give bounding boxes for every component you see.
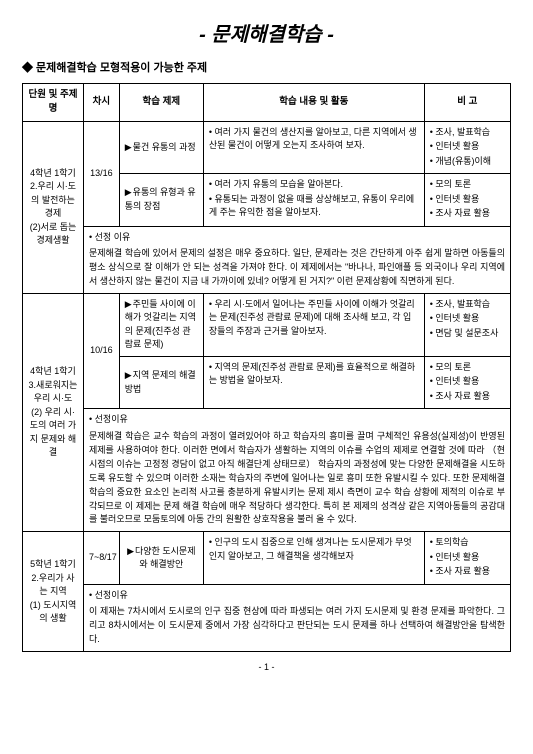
table-row: • 선정 이유 문제해결 학습에 있어서 문제의 설정은 매우 중요하다. 일단… bbox=[23, 226, 511, 293]
period-cell: 7~8/17 bbox=[84, 532, 120, 585]
table-header-row: 단원 및 주제명 차시 학습 제제 학습 내용 및 활동 비 고 bbox=[23, 84, 511, 122]
note-cell: 조사, 발표학습 인터넷 활용 면담 및 설문조사 bbox=[424, 293, 510, 356]
table-row: 4학년 1학기 2.우리 시·도의 발전하는 경제 (2)서로 돕는 경제생활 … bbox=[23, 121, 511, 174]
note-item: 인터넷 활용 bbox=[430, 312, 505, 326]
reason-label: • 선정 이유 bbox=[89, 231, 505, 245]
content-item: 여러 가지 유통의 모습을 알아본다. bbox=[209, 178, 419, 192]
note-item: 인터넷 활용 bbox=[430, 140, 505, 154]
note-cell: 모의 토론 인터넷 활용 조사 자료 활용 bbox=[424, 174, 510, 227]
unit-text: 5학년 1학기 2.우리가 사는 지역 (1) 도시지역의 생활 bbox=[30, 559, 77, 623]
content-item: 유통되는 과정이 없을 때를 상상해보고, 유통이 우리에게 주는 유익한 점을… bbox=[209, 193, 419, 220]
content-item: 여러 가지 물건의 생산지를 알아보고, 다른 지역에서 생산된 물건이 어떻게… bbox=[209, 126, 419, 153]
unit-text: 4학년 1학기 2.우리 시·도의 발전하는 경제 (2)서로 돕는 경제생활 bbox=[30, 168, 77, 246]
content-cell: 여러 가지 물건의 생산지를 알아보고, 다른 지역에서 생산된 물건이 어떻게… bbox=[203, 121, 424, 174]
period-cell: 10/16 bbox=[84, 293, 120, 409]
topic-cell: 주민들 사이에 이해가 엇갈리는 지역의 문제(진주성 관람료 문제) bbox=[119, 293, 203, 356]
note-item: 조사 자료 활용 bbox=[430, 565, 505, 579]
header-note: 비 고 bbox=[424, 84, 510, 122]
header-period: 차시 bbox=[84, 84, 120, 122]
note-cell: 모의 토론 인터넷 활용 조사 자료 활용 bbox=[424, 356, 510, 409]
reason-cell: • 선정이유 이 제재는 7차시에서 도시로의 인구 집중 현상에 따라 파생되… bbox=[84, 584, 511, 651]
content-cell: 인구의 도시 집중으로 인해 생겨나는 도시문제가 무엇인지 알아보고, 그 해… bbox=[203, 532, 424, 585]
header-content: 학습 내용 및 활동 bbox=[203, 84, 424, 122]
topic-cell: 지역 문제의 해결 방법 bbox=[119, 356, 203, 409]
topic-cell: 다양한 도시문제와 해결방안 bbox=[119, 532, 203, 585]
table-row: • 선정이유 이 제재는 7차시에서 도시로의 인구 집중 현상에 따라 파생되… bbox=[23, 584, 511, 651]
topic-text: 물건 유통의 과정 bbox=[133, 142, 196, 152]
reason-label: • 선정이유 bbox=[89, 589, 505, 603]
reason-cell: • 선정이유 문제해결 학습은 교수 학습의 과정이 열려있어야 하고 학습자의… bbox=[84, 409, 511, 532]
note-item: 인터넷 활용 bbox=[430, 375, 505, 389]
arrow-icon bbox=[125, 299, 133, 309]
unit-cell: 4학년 1학기 2.우리 시·도의 발전하는 경제 (2)서로 돕는 경제생활 bbox=[23, 121, 84, 293]
page-number: - 1 - bbox=[22, 662, 511, 672]
table-row: 4학년 1학기 3.새로워지는 우리 시·도 (2) 우리 시·도의 여러 가지… bbox=[23, 293, 511, 356]
unit-text: 4학년 1학기 3.새로워지는 우리 시·도 (2) 우리 시·도의 여러 가지… bbox=[29, 366, 78, 457]
arrow-icon bbox=[125, 187, 133, 197]
arrow-icon bbox=[125, 370, 133, 380]
header-unit: 단원 및 주제명 bbox=[23, 84, 84, 122]
content-cell: 지역의 문제(진주성 관람료 문제)를 효율적으로 해결하는 방법을 알아보자. bbox=[203, 356, 424, 409]
note-item: 인터넷 활용 bbox=[430, 551, 505, 565]
note-cell: 조사, 발표학습 인터넷 활용 개념(유통)이해 bbox=[424, 121, 510, 174]
main-table: 단원 및 주제명 차시 학습 제제 학습 내용 및 활동 비 고 4학년 1학기… bbox=[22, 83, 511, 652]
topic-text: 유통의 유형과 유통의 장점 bbox=[125, 187, 196, 211]
note-item: 조사, 발표학습 bbox=[430, 298, 505, 312]
note-item: 면담 및 설문조사 bbox=[430, 327, 505, 341]
note-item: 조사 자료 활용 bbox=[430, 390, 505, 404]
topic-text: 주민들 사이에 이해가 엇갈리는 지역의 문제(진주성 관람료 문제) bbox=[125, 299, 196, 350]
reason-label: • 선정이유 bbox=[89, 413, 505, 427]
arrow-icon bbox=[125, 142, 133, 152]
table-row: 5학년 1학기 2.우리가 사는 지역 (1) 도시지역의 생활 7~8/17 … bbox=[23, 532, 511, 585]
note-item: 조사 자료 활용 bbox=[430, 207, 505, 221]
content-item: 인구의 도시 집중으로 인해 생겨나는 도시문제가 무엇인지 알아보고, 그 해… bbox=[209, 536, 419, 563]
unit-cell: 5학년 1학기 2.우리가 사는 지역 (1) 도시지역의 생활 bbox=[23, 532, 84, 652]
note-cell: 토의학습 인터넷 활용 조사 자료 활용 bbox=[424, 532, 510, 585]
topic-text: 다양한 도시문제와 해결방안 bbox=[135, 546, 195, 570]
note-item: 모의 토론 bbox=[430, 361, 505, 375]
period-text: 7~8/17 bbox=[89, 552, 117, 562]
content-cell: 여러 가지 유통의 모습을 알아본다. 유통되는 과정이 없을 때를 상상해보고… bbox=[203, 174, 424, 227]
page-subtitle: ◆ 문제해결학습 모형적용이 가능한 주제 bbox=[22, 59, 511, 75]
topic-cell: 물건 유통의 과정 bbox=[119, 121, 203, 174]
arrow-icon bbox=[127, 546, 135, 556]
note-item: 인터넷 활용 bbox=[430, 193, 505, 207]
reason-body: 이 제재는 7차시에서 도시로의 인구 집중 현상에 따라 파생되는 여러 가지… bbox=[89, 605, 505, 647]
unit-cell: 4학년 1학기 3.새로워지는 우리 시·도 (2) 우리 시·도의 여러 가지… bbox=[23, 293, 84, 532]
content-item: 지역의 문제(진주성 관람료 문제)를 효율적으로 해결하는 방법을 알아보자. bbox=[209, 361, 419, 388]
reason-cell: • 선정 이유 문제해결 학습에 있어서 문제의 설정은 매우 중요하다. 일단… bbox=[84, 226, 511, 293]
content-item: 우리 시·도에서 일어나는 주민들 사이에 이해가 엇갈리는 문제(진주성 관람… bbox=[209, 298, 419, 339]
reason-body: 문제해결 학습에 있어서 문제의 설정은 매우 중요하다. 일단, 문제라는 것… bbox=[89, 247, 505, 289]
period-cell: 13/16 bbox=[84, 121, 120, 226]
note-item: 개념(유통)이해 bbox=[430, 155, 505, 169]
header-topic: 학습 제제 bbox=[119, 84, 203, 122]
topic-text: 지역 문제의 해결 방법 bbox=[125, 370, 196, 394]
note-item: 모의 토론 bbox=[430, 178, 505, 192]
table-row: • 선정이유 문제해결 학습은 교수 학습의 과정이 열려있어야 하고 학습자의… bbox=[23, 409, 511, 532]
topic-cell: 유통의 유형과 유통의 장점 bbox=[119, 174, 203, 227]
reason-body: 문제해결 학습은 교수 학습의 과정이 열려있어야 하고 학습자의 흥미를 끌며… bbox=[89, 430, 505, 528]
content-cell: 우리 시·도에서 일어나는 주민들 사이에 이해가 엇갈리는 문제(진주성 관람… bbox=[203, 293, 424, 356]
note-item: 토의학습 bbox=[430, 536, 505, 550]
note-item: 조사, 발표학습 bbox=[430, 126, 505, 140]
page-title: - 문제해결학습 - bbox=[22, 18, 511, 47]
